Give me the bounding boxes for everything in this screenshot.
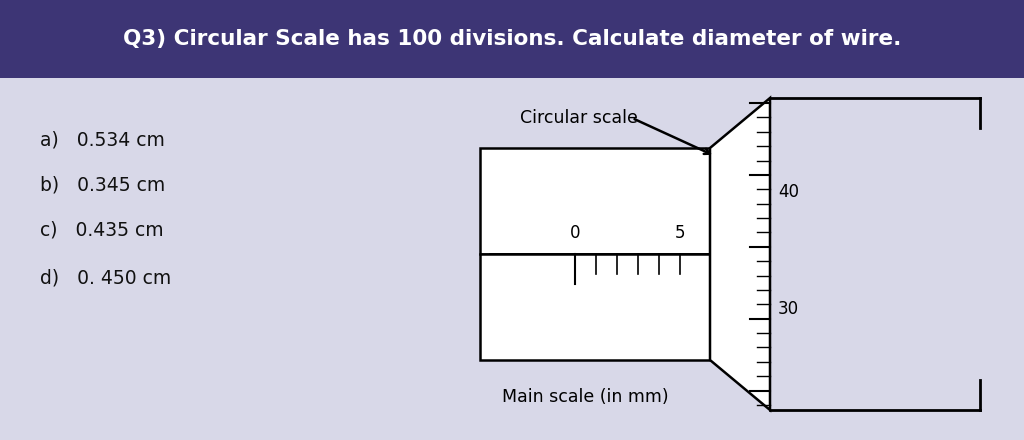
- Bar: [480, 254, 710, 360]
- Text: 5: 5: [675, 224, 685, 242]
- Text: Main scale (in mm): Main scale (in mm): [502, 388, 669, 406]
- Text: 30: 30: [778, 300, 799, 318]
- Text: a)   0.534 cm: a) 0.534 cm: [40, 131, 165, 150]
- Bar: [0, 0, 1024, 78]
- Text: b)   0.345 cm: b) 0.345 cm: [40, 176, 165, 194]
- Text: d)   0. 450 cm: d) 0. 450 cm: [40, 268, 171, 287]
- Text: 40: 40: [778, 183, 799, 201]
- Text: Circular scale: Circular scale: [520, 109, 638, 127]
- Text: Q3) Circular Scale has 100 divisions. Calculate diameter of wire.: Q3) Circular Scale has 100 divisions. Ca…: [123, 29, 901, 49]
- Bar: [480, 148, 710, 254]
- Text: 0: 0: [569, 224, 581, 242]
- Text: c)   0.435 cm: c) 0.435 cm: [40, 220, 164, 239]
- Polygon shape: [710, 98, 770, 410]
